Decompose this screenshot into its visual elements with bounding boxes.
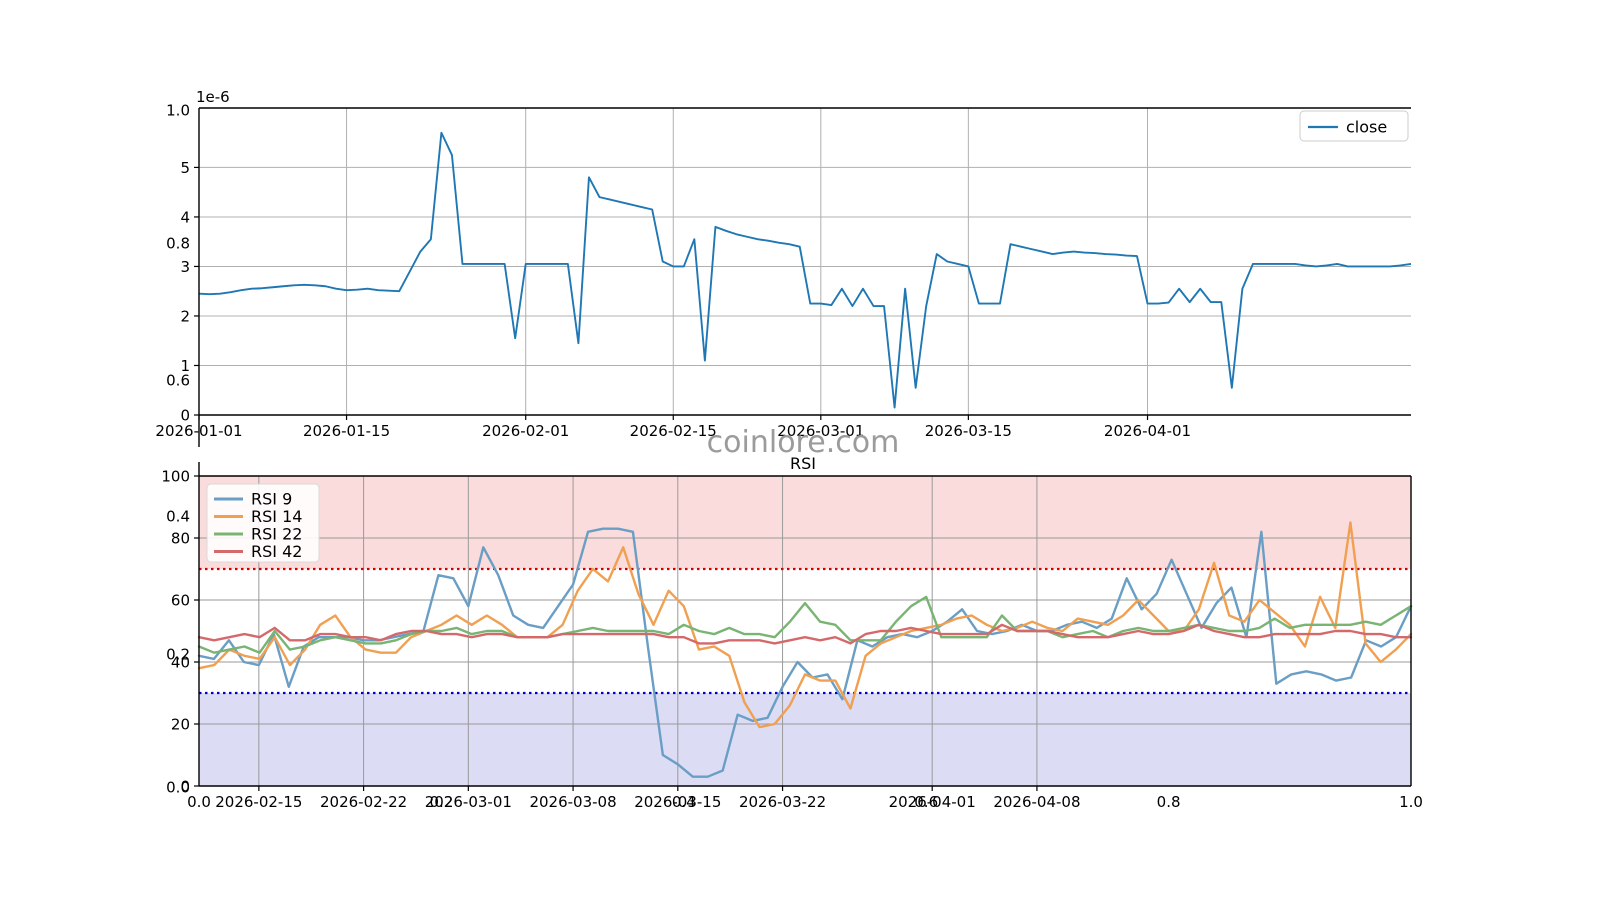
- price-legend-label: close: [1346, 118, 1387, 137]
- watermark-text: coinlore.com: [707, 425, 900, 460]
- price-ytick-label: 3: [180, 258, 190, 276]
- price-ytick-label: 5: [180, 159, 190, 177]
- rsi-xtick-label: 2026-04-08: [993, 793, 1080, 811]
- price-x-tick-labels: 2026-01-01 2026-01-15 2026-02-01 2026-02-15…: [155, 415, 1191, 440]
- rsi-ytick-label: 80: [171, 530, 190, 548]
- rsi-ytick-label: 20: [171, 716, 190, 734]
- price-series-close: [198, 131, 1412, 409]
- price-xtick-label: 2026-04-01: [1104, 422, 1191, 440]
- rsi-xtick-label-numeric: 1.0: [1399, 793, 1423, 811]
- price-ytick-label: 0: [180, 407, 190, 425]
- rsi-x-tick-labels-numeric: 0.0 0.2 0.4 0.6 0.8 1.0: [187, 793, 1423, 811]
- price-ytick-label: 4: [180, 208, 190, 226]
- rsi-xtick-label-numeric: 0.4: [672, 793, 696, 811]
- rsi-ytick-label: 40: [171, 654, 190, 672]
- rsi-band: [199, 476, 1411, 569]
- price-ytick-label-secondary: 0.8: [166, 235, 190, 253]
- price-plot-background: [199, 108, 1411, 415]
- rsi-series-RSI-9: [197, 527, 1413, 778]
- rsi-ytick-label-secondary: 0.4: [166, 508, 190, 526]
- rsi-ytick-label: 60: [171, 592, 190, 610]
- price-xtick-label: 2026-02-15: [630, 422, 717, 440]
- rsi-y-tick-labels: 100 80 60 40 20 0: [161, 468, 199, 796]
- rsi-ytick-label-secondary: 0.0: [166, 779, 190, 797]
- rsi-x-tick-labels: 2026-02-15 2026-02-22 2026-03-01 2026-03-08…: [215, 786, 1081, 811]
- price-xtick-label: 2026-01-01: [155, 422, 242, 440]
- rsi-series-RSI-42: [197, 623, 1413, 645]
- price-axis-offset-text: 1e-6: [196, 88, 230, 106]
- rsi-xtick-label: 2026-03-22: [739, 793, 826, 811]
- rsi-series-RSI-22: [197, 595, 1413, 654]
- price-xtick-label: 2026-02-01: [482, 422, 569, 440]
- rsi-axes-frame: [198, 462, 1412, 787]
- rsi-legend-label: RSI 22: [251, 525, 302, 544]
- rsi-threshold-lines: [199, 567, 1411, 695]
- price-legend-box: [1299, 110, 1409, 142]
- price-xtick-label: 2026-03-15: [925, 422, 1012, 440]
- price-series-group: [198, 131, 1412, 409]
- price-axes-frame: [198, 107, 1411, 447]
- price-xtick-label: 2026-01-15: [303, 422, 390, 440]
- rsi-xtick-label-numeric: 0.6: [914, 793, 938, 811]
- rsi-xtick-label: 2026-02-22: [320, 793, 407, 811]
- rsi-xtick-label-numeric: 0.8: [1157, 793, 1181, 811]
- price-legend: close: [1299, 110, 1409, 142]
- price-y-tick-labels: 5 4 3 2 1 0: [180, 159, 199, 425]
- price-ytick-label: 2: [180, 307, 190, 325]
- rsi-threshold-bands: [199, 476, 1411, 786]
- rsi-legend-label: RSI 9: [251, 490, 292, 509]
- rsi-legend-label: RSI 14: [251, 507, 302, 526]
- rsi-y-tick-labels-secondary: 0.4 0.2 0.0: [166, 508, 190, 797]
- price-ytick-label-secondary: 1.0: [166, 102, 190, 120]
- rsi-series-group: [197, 521, 1413, 778]
- rsi-xtick-label: 2026-02-15: [215, 793, 302, 811]
- rsi-legend-label: RSI 42: [251, 542, 302, 561]
- rsi-xtick-label: 2026-03-01: [425, 793, 512, 811]
- rsi-xtick-label-numeric: 0.0: [187, 793, 211, 811]
- rsi-xtick-label: 2026-04-01: [889, 793, 976, 811]
- rsi-xtick-label-numeric: 0.2: [429, 793, 453, 811]
- rsi-ytick-label: 0: [180, 778, 190, 796]
- rsi-series-RSI-14: [197, 521, 1413, 729]
- rsi-panel-title: RSI: [790, 454, 816, 473]
- rsi-xtick-label: 2026-03-08: [529, 793, 616, 811]
- price-ytick-label-secondary: 0.6: [166, 372, 190, 390]
- rsi-xtick-label: 2026-03-15: [634, 793, 721, 811]
- price-y-tick-labels-secondary: 1.0 0.8 0.6: [166, 102, 190, 390]
- price-xtick-label: 2026-03-01: [777, 422, 864, 440]
- rsi-band: [199, 693, 1411, 786]
- rsi-legend-box: [206, 483, 320, 563]
- price-ytick-label: 1: [180, 357, 190, 375]
- rsi-ytick-label: 100: [161, 468, 190, 486]
- rsi-ytick-label-secondary: 0.2: [166, 646, 190, 664]
